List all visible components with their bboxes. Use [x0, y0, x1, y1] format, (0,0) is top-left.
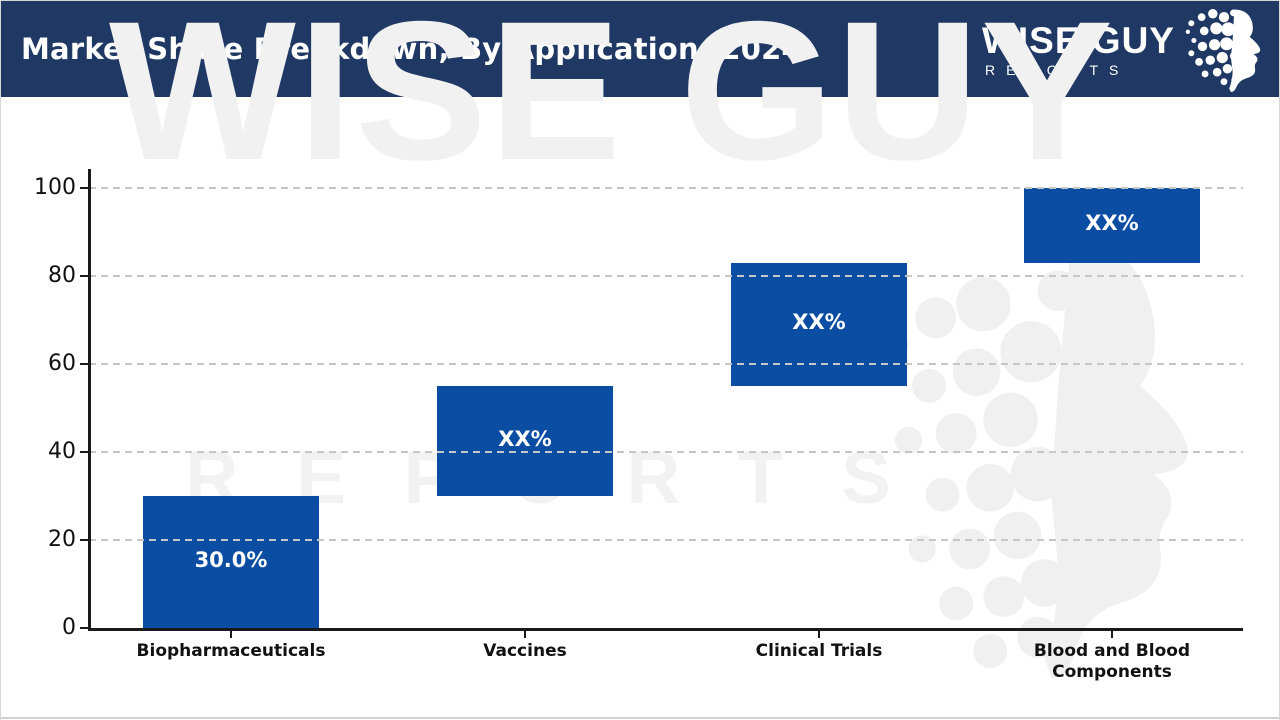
x-axis: [88, 628, 1243, 631]
bar-value-label: 30.0%: [194, 548, 268, 572]
y-tick-mark: [80, 627, 89, 629]
y-tick-label: 20: [48, 527, 76, 552]
bar-value-label: XX%: [498, 427, 552, 451]
wise-guy-logo: WISE GUY REPORTS: [982, 6, 1267, 92]
logo-subtitle: REPORTS: [984, 61, 1130, 78]
x-tick-mark: [818, 631, 820, 638]
gridline: [89, 363, 1243, 365]
logo-wordmark: WISE GUY: [981, 19, 1175, 61]
x-category-label: Clinical Trials: [755, 641, 883, 661]
y-tick-mark: [80, 451, 89, 453]
bar-value-label: XX%: [1085, 211, 1139, 236]
bottom-frame-line: [1, 717, 1279, 719]
gridline: [89, 187, 1243, 189]
y-tick-mark: [80, 187, 89, 189]
gridline: [89, 451, 1243, 453]
y-tick-label: 0: [62, 615, 76, 640]
y-tick-mark: [80, 275, 89, 277]
bar-segment: [731, 262, 907, 386]
page-title: Market Share Breakdown, By Application, …: [21, 32, 802, 66]
gridline: [89, 275, 1243, 277]
bar-segment: [1024, 188, 1200, 263]
header-bar: Market Share Breakdown, By Application, …: [1, 1, 1279, 97]
x-tick-mark: [1111, 631, 1113, 638]
x-category-label: Vaccines: [483, 641, 567, 661]
bar-segment: [437, 386, 613, 496]
watermark-head-dots: [881, 236, 1188, 679]
x-category-label: Blood and Blood Components: [1033, 641, 1191, 682]
y-tick-label: 80: [48, 263, 76, 288]
y-tick-label: 60: [48, 351, 76, 376]
bar-segment: [143, 496, 319, 628]
y-tick-mark: [80, 539, 89, 541]
x-category-label: Biopharmaceuticals: [136, 641, 326, 661]
y-axis: [88, 169, 91, 631]
x-tick-mark: [230, 631, 232, 638]
logo-text: WISE GUY REPORTS: [982, 22, 1175, 77]
y-tick-label: 40: [48, 439, 76, 464]
bar-value-label: XX%: [792, 310, 846, 335]
x-tick-mark: [524, 631, 526, 638]
gridline: [89, 539, 1243, 541]
watermark-text-1: WISE GUY: [109, 0, 1116, 201]
y-tick-mark: [80, 363, 89, 365]
y-tick-label: 100: [34, 175, 76, 200]
logo-head-icon: [1185, 9, 1261, 92]
